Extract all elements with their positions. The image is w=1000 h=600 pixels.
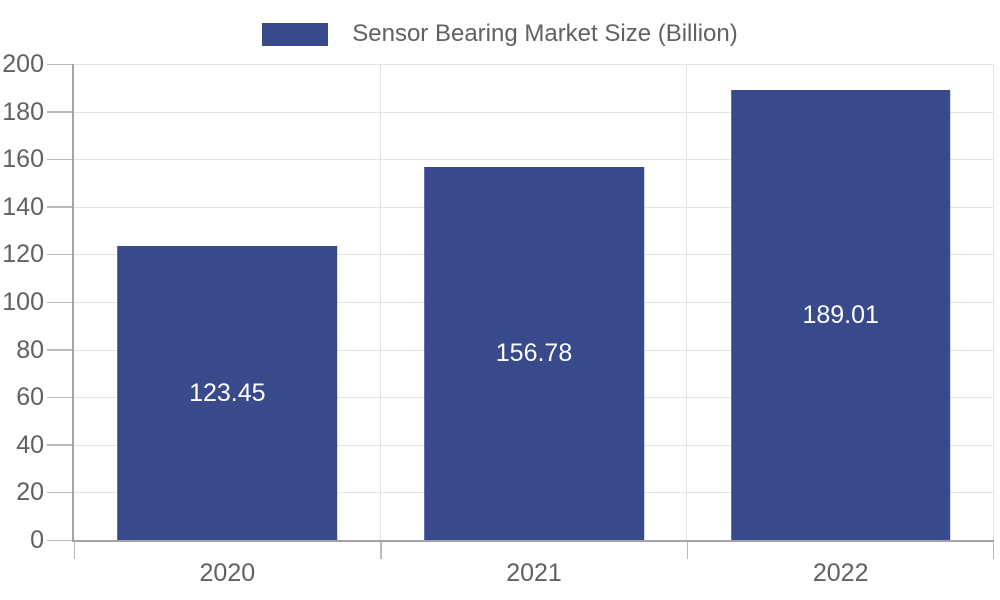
y-axis-tick-label: 40 [16, 430, 44, 459]
y-axis-tick-label: 180 [2, 97, 44, 126]
x-axis-line [72, 540, 994, 542]
v-gridline [379, 64, 381, 540]
x-tick-label-2021: 2021 [506, 559, 562, 587]
y-axis-tick [47, 444, 72, 446]
x-axis-tick [73, 542, 75, 559]
y-axis-tick [47, 491, 72, 494]
y-axis-tick-label: 200 [2, 50, 44, 78]
y-axis-tick-label: 0 [30, 526, 44, 554]
y-axis-tick-label: 120 [2, 240, 44, 269]
y-axis-tick-label: 160 [2, 145, 44, 174]
h-gridline [74, 64, 994, 65]
y-axis-tick [47, 539, 72, 541]
x-axis-tick [380, 542, 382, 559]
h-gridline [74, 111, 994, 113]
y-axis-tick [47, 253, 72, 256]
bar-value-label: 156.78 [495, 338, 573, 367]
y-axis-labels: 0 20 40 60 80 100 120 140 160 180 200 [0, 51, 44, 553]
x-tick-label-2022: 2022 [812, 559, 869, 587]
v-gridline [686, 64, 688, 540]
x-axis-tick [686, 542, 689, 559]
y-axis-line [72, 64, 74, 542]
y-axis-tick-label: 20 [16, 478, 44, 507]
y-axis-tick [47, 349, 72, 351]
x-axis-tick [992, 542, 994, 559]
v-gridline [993, 64, 994, 540]
y-axis-tick-label: 80 [16, 335, 44, 364]
x-axis-ticks [73, 542, 994, 559]
legend: Sensor Bearing Market Size (Billion) [0, 12, 1000, 56]
y-axis-tick [47, 63, 72, 65]
bar-slot-2021: 156.78 [381, 64, 688, 540]
bar-slot-2020: 123.45 [74, 64, 381, 540]
bar-2020: 123.45 [117, 246, 338, 540]
y-axis-tick-label: 60 [16, 383, 44, 412]
y-axis-tick [47, 301, 72, 303]
y-axis-ticks [47, 63, 72, 541]
y-axis-tick [47, 158, 72, 161]
bar-series: 123.45 156.78 189.01 [74, 64, 994, 540]
bar-value-label: 123.45 [189, 378, 266, 407]
h-gridline [74, 159, 994, 161]
y-axis-tick-label: 100 [2, 288, 44, 316]
legend-swatch-icon [262, 22, 329, 46]
plot-area: 123.45 156.78 189.01 [74, 64, 994, 540]
y-axis-tick [47, 111, 72, 113]
bar-slot-2022: 189.01 [687, 64, 994, 540]
legend-label: Sensor Bearing Market Size (Billion) [352, 20, 738, 47]
bar-value-label: 189.01 [802, 300, 879, 329]
y-axis-tick-label: 140 [2, 192, 44, 221]
y-axis-tick [47, 396, 72, 399]
x-tick-label-2020: 2020 [199, 559, 256, 587]
legend-item[interactable]: Sensor Bearing Market Size (Billion) [262, 20, 738, 48]
bar-2022: 189.01 [730, 90, 951, 540]
y-axis-tick [47, 206, 72, 208]
bar-2021: 156.78 [424, 166, 644, 540]
x-axis-labels: 2020 2021 2022 [74, 558, 994, 588]
